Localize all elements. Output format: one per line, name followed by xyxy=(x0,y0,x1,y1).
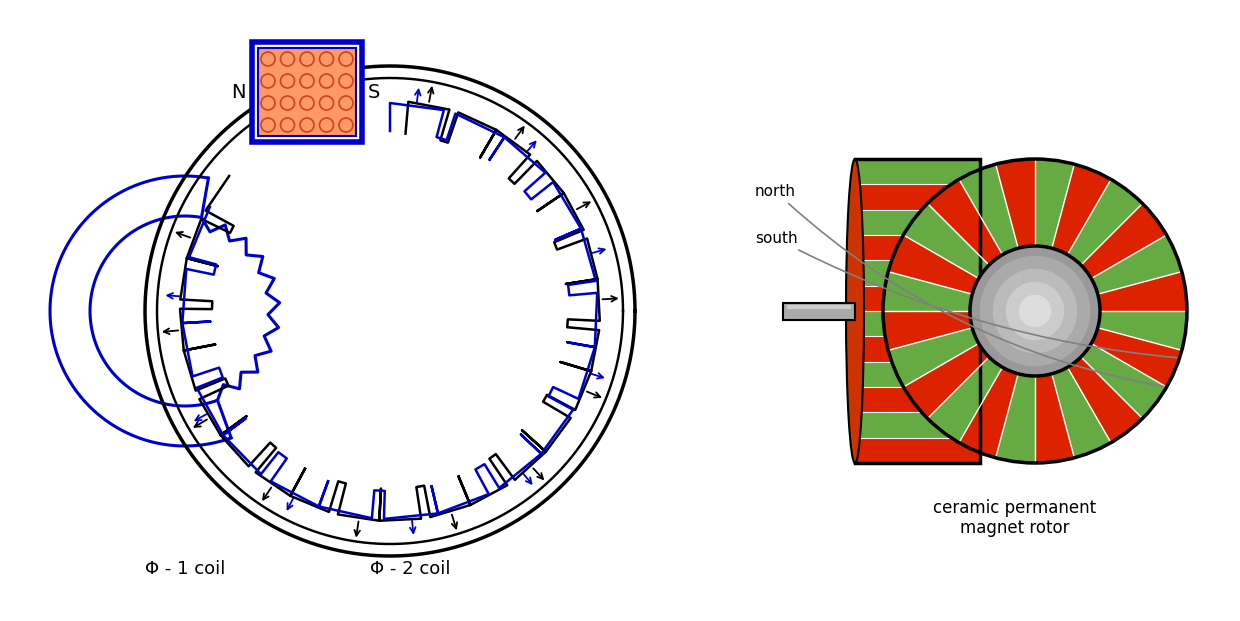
Ellipse shape xyxy=(846,159,864,463)
Wedge shape xyxy=(1052,164,1111,255)
Bar xyxy=(856,361,980,387)
Wedge shape xyxy=(904,204,990,278)
Wedge shape xyxy=(883,271,972,311)
Wedge shape xyxy=(959,164,1018,255)
Wedge shape xyxy=(1091,235,1182,294)
Text: S: S xyxy=(368,83,381,101)
Bar xyxy=(856,159,980,184)
Bar xyxy=(252,42,362,142)
Bar xyxy=(856,286,980,311)
Wedge shape xyxy=(1097,271,1187,311)
Bar xyxy=(856,260,980,286)
Wedge shape xyxy=(1081,204,1167,278)
Wedge shape xyxy=(883,311,972,350)
Wedge shape xyxy=(1091,328,1182,387)
Text: N: N xyxy=(231,83,246,101)
Wedge shape xyxy=(904,343,990,419)
Text: Φ - 2 coil: Φ - 2 coil xyxy=(370,560,450,578)
Text: Φ - 1 coil: Φ - 1 coil xyxy=(145,560,226,578)
Bar xyxy=(782,302,856,319)
Wedge shape xyxy=(1035,374,1074,463)
Circle shape xyxy=(980,256,1090,366)
Circle shape xyxy=(970,246,1100,376)
Bar xyxy=(258,48,356,136)
Wedge shape xyxy=(1052,367,1111,458)
Circle shape xyxy=(1006,282,1064,340)
Text: north: north xyxy=(755,184,1164,386)
Wedge shape xyxy=(928,357,1002,443)
Circle shape xyxy=(1019,295,1052,327)
Bar xyxy=(856,438,980,463)
Wedge shape xyxy=(996,374,1035,463)
Wedge shape xyxy=(996,159,1035,248)
Wedge shape xyxy=(928,179,1002,265)
Wedge shape xyxy=(1068,357,1142,443)
Bar xyxy=(856,210,980,235)
Wedge shape xyxy=(1068,179,1142,265)
Wedge shape xyxy=(888,328,978,387)
Wedge shape xyxy=(959,367,1018,458)
Bar xyxy=(856,184,980,210)
Wedge shape xyxy=(1081,343,1167,419)
Bar xyxy=(856,235,980,260)
Bar xyxy=(856,159,980,463)
Bar xyxy=(856,337,980,361)
Circle shape xyxy=(993,269,1078,353)
Text: ceramic permanent
magnet rotor: ceramic permanent magnet rotor xyxy=(934,499,1096,537)
Wedge shape xyxy=(888,235,978,294)
Text: south: south xyxy=(755,231,1177,358)
Wedge shape xyxy=(1035,159,1074,248)
Bar xyxy=(787,305,851,309)
Bar xyxy=(856,311,980,337)
Wedge shape xyxy=(1097,311,1187,350)
Bar xyxy=(856,387,980,412)
Bar xyxy=(856,412,980,438)
